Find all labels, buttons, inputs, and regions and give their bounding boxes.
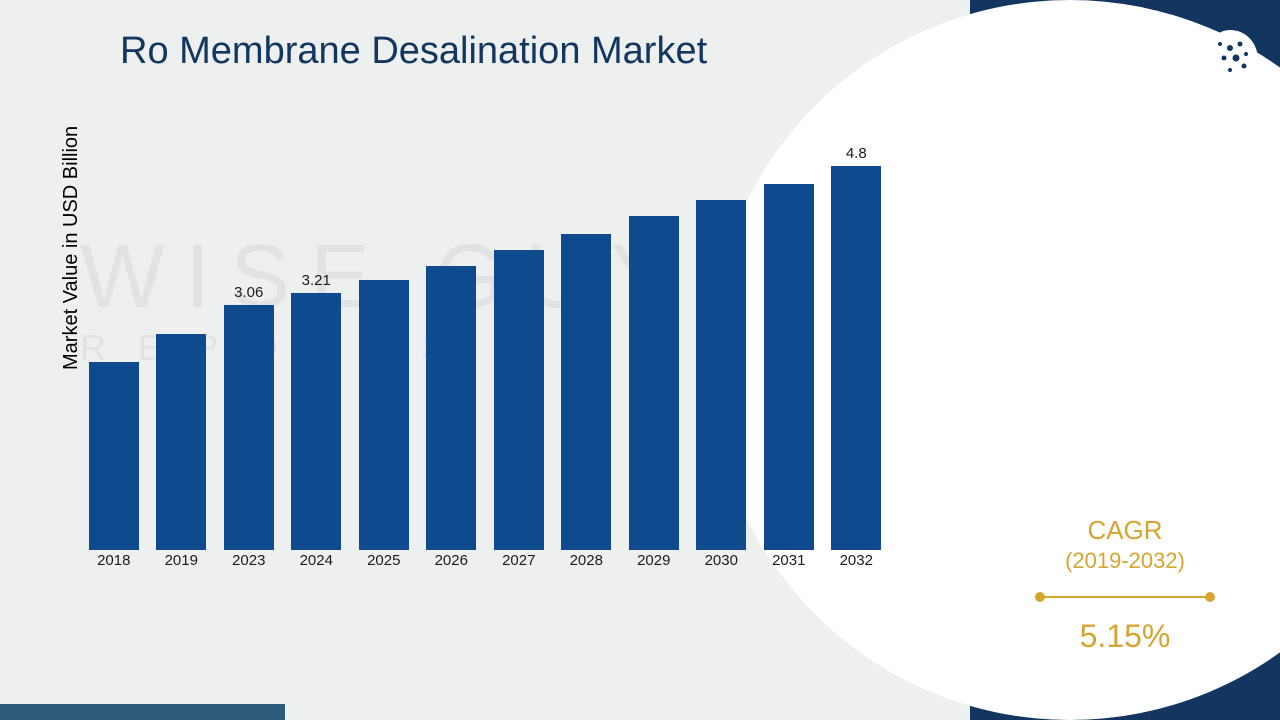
bar — [764, 184, 814, 550]
x-axis-labels: 2018201920232024202520262027202820292030… — [80, 552, 890, 580]
bar — [629, 216, 679, 550]
bar-2029 — [622, 216, 686, 550]
stage: WISE GUY REPORTS WISE GUY REPORTS Ro Mem… — [0, 0, 1280, 720]
x-tick-label: 2028 — [554, 552, 618, 580]
x-tick-label: 2027 — [487, 552, 551, 580]
bar-2030 — [689, 200, 753, 550]
bars-container: 3.063.214.8 — [80, 150, 890, 550]
bar — [359, 280, 409, 550]
cagr-divider — [1040, 596, 1210, 598]
bar — [291, 293, 341, 550]
bar-2019 — [149, 334, 213, 550]
x-tick-label: 2019 — [149, 552, 213, 580]
bar — [696, 200, 746, 550]
chart-title: Ro Membrane Desalination Market — [120, 30, 707, 73]
x-tick-label: 2023 — [217, 552, 281, 580]
head-icon — [1202, 28, 1262, 98]
x-tick-label: 2026 — [419, 552, 483, 580]
bar-value-label: 3.06 — [234, 284, 263, 301]
bar-2028 — [554, 234, 618, 550]
x-tick-label: 2025 — [352, 552, 416, 580]
bar-2031 — [757, 184, 821, 550]
bar — [831, 166, 881, 550]
x-tick-label: 2018 — [82, 552, 146, 580]
x-tick-label: 2030 — [689, 552, 753, 580]
bar-2018 — [82, 362, 146, 550]
bar — [224, 305, 274, 550]
bar — [156, 334, 206, 550]
cagr-title: CAGR — [1010, 515, 1240, 546]
cagr-block: CAGR (2019-2032) 5.15% — [1010, 515, 1240, 655]
x-tick-label: 2031 — [757, 552, 821, 580]
x-tick-label: 2029 — [622, 552, 686, 580]
bar-2027 — [487, 250, 551, 550]
bar-2024: 3.21 — [284, 293, 348, 550]
cagr-range: (2019-2032) — [1010, 548, 1240, 574]
bar-2025 — [352, 280, 416, 550]
x-tick-label: 2024 — [284, 552, 348, 580]
bar-2032: 4.8 — [824, 166, 888, 550]
bar-value-label: 3.21 — [302, 272, 331, 289]
bar-2023: 3.06 — [217, 305, 281, 550]
bar — [494, 250, 544, 550]
bar-value-label: 4.8 — [846, 145, 867, 162]
x-tick-label: 2032 — [824, 552, 888, 580]
logo-sub-text: REPORTS — [1064, 71, 1194, 85]
bar-chart: 3.063.214.8 2018201920232024202520262027… — [80, 150, 890, 580]
bar — [89, 362, 139, 550]
bar — [426, 266, 476, 550]
logo-main-text: WISE GUY — [1046, 41, 1194, 69]
bar-2026 — [419, 266, 483, 550]
bottom-strip — [0, 704, 285, 720]
brand-logo: WISE GUY REPORTS — [1046, 28, 1262, 98]
bar — [561, 234, 611, 550]
cagr-value: 5.15% — [1010, 618, 1240, 655]
